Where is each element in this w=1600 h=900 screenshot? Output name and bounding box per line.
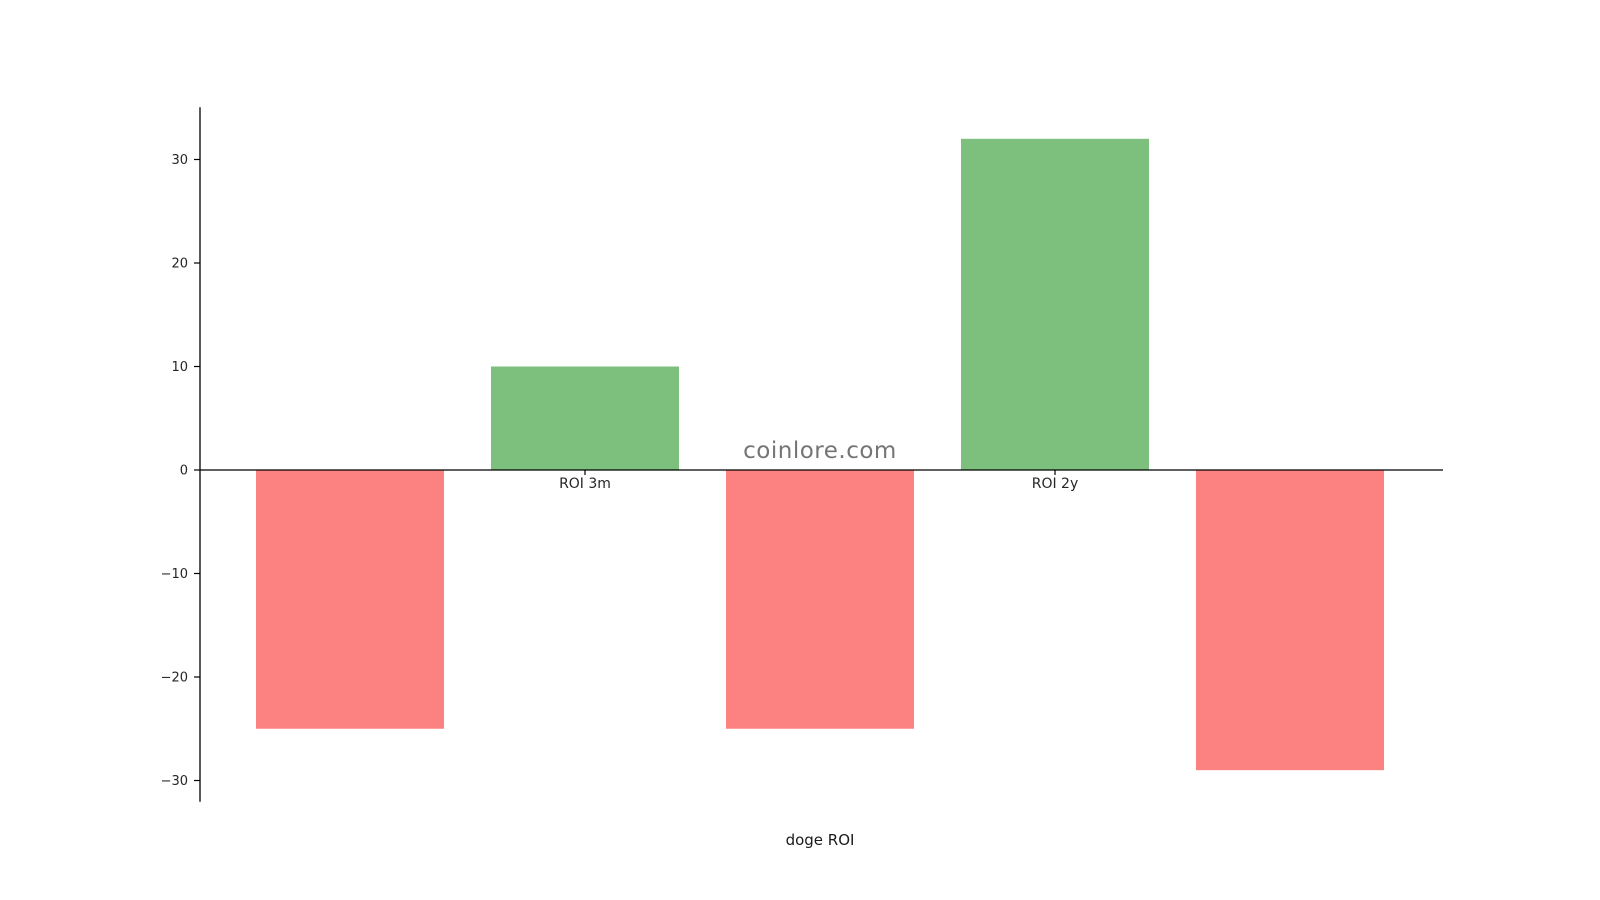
x-tick-label: ROI 2y <box>1032 476 1079 492</box>
bar-3 <box>961 138 1149 471</box>
bar-4 <box>1196 470 1384 771</box>
x-tick-label: ROI 3m <box>559 476 611 492</box>
y-tick-label: −20 <box>161 671 188 686</box>
y-tick-label: 20 <box>171 257 188 272</box>
bar-0 <box>256 470 444 729</box>
x-axis-title: doge ROI <box>785 831 855 849</box>
y-tick-label: 10 <box>171 360 188 375</box>
bar-2 <box>726 470 914 729</box>
y-tick-label: −10 <box>161 567 188 582</box>
watermark: coinlore.com <box>743 438 897 464</box>
y-tick-label: 0 <box>180 464 188 479</box>
y-tick-label: 30 <box>171 153 188 168</box>
bar-1 <box>491 366 679 470</box>
y-tick-label: −30 <box>161 774 188 789</box>
